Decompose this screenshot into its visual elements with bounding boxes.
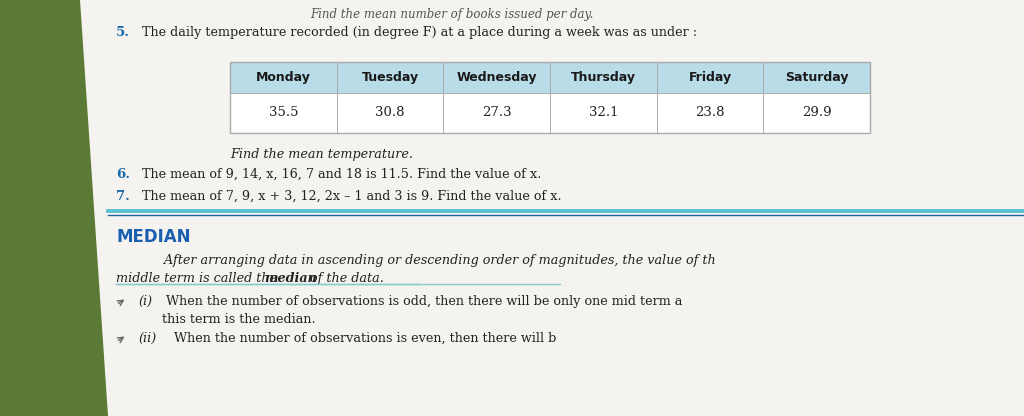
Polygon shape [80,0,1024,416]
Text: middle term is called the: middle term is called the [116,272,282,285]
Text: When the number of observations is odd, then there will be only one mid term a: When the number of observations is odd, … [162,295,682,308]
Text: 32.1: 32.1 [589,106,618,119]
Text: 29.9: 29.9 [802,106,831,119]
Text: 7.: 7. [116,190,130,203]
Text: The mean of 9, 14, x, 16, 7 and 18 is 11.5. Find the value of x.: The mean of 9, 14, x, 16, 7 and 18 is 11… [138,168,542,181]
Text: After arranging data in ascending or descending order of magnitudes, the value o: After arranging data in ascending or des… [148,254,716,267]
Text: When the number of observations is even, then there will b: When the number of observations is even,… [170,332,556,345]
Text: MEDIAN: MEDIAN [116,228,190,246]
Bar [230,62,870,133]
Text: (ii): (ii) [138,332,157,345]
Text: The daily temperature recorded (in degree F) at a place during a week was as und: The daily temperature recorded (in degre… [138,26,697,39]
Text: Wednesday: Wednesday [457,71,537,84]
Text: 23.8: 23.8 [695,106,725,119]
FancyBboxPatch shape [108,0,1024,416]
Text: Thursday: Thursday [570,71,636,84]
Text: Monday: Monday [256,71,310,84]
Text: Friday: Friday [688,71,731,84]
Text: median: median [264,272,316,285]
Text: The mean of 7, 9, x + 3, 12, 2x – 1 and 3 is 9. Find the value of x.: The mean of 7, 9, x + 3, 12, 2x – 1 and … [138,190,561,203]
Text: 5.: 5. [116,26,130,39]
Bar [230,62,870,93]
Bar [230,93,870,133]
Text: of the data.: of the data. [306,272,384,285]
Text: 27.3: 27.3 [482,106,511,119]
Text: Saturday: Saturday [785,71,849,84]
Text: Find the mean number of books issued per day.: Find the mean number of books issued per… [310,8,593,21]
Text: Tuesday: Tuesday [361,71,419,84]
Text: 30.8: 30.8 [375,106,404,119]
Text: 6.: 6. [116,168,130,181]
Text: this term is the median.: this term is the median. [162,313,315,326]
Text: Find the mean temperature.: Find the mean temperature. [230,148,413,161]
Text: (i): (i) [138,295,153,308]
Text: 35.5: 35.5 [268,106,298,119]
